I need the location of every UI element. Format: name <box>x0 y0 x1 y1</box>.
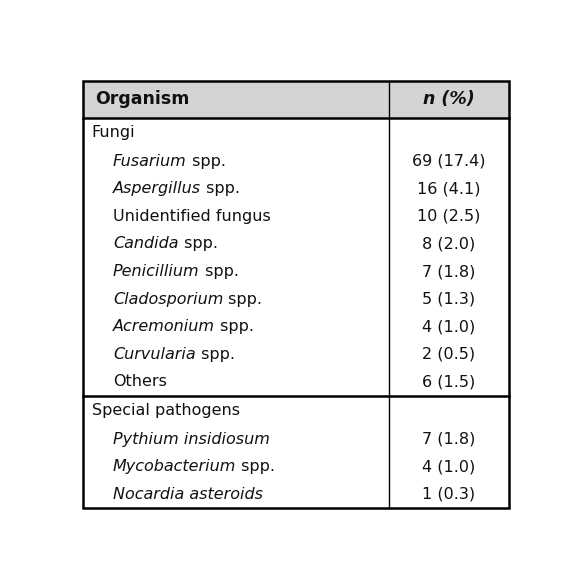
Text: 7 (1.8): 7 (1.8) <box>423 264 476 279</box>
Text: Penicillium: Penicillium <box>113 264 199 279</box>
Text: spp.: spp. <box>201 181 240 196</box>
Text: Unidentified fungus: Unidentified fungus <box>113 209 271 224</box>
Text: 16 (4.1): 16 (4.1) <box>417 181 481 196</box>
Text: spp.: spp. <box>187 154 226 169</box>
Text: 8 (2.0): 8 (2.0) <box>423 237 476 252</box>
Text: Others: Others <box>113 375 167 389</box>
Text: spp.: spp. <box>236 459 275 474</box>
Text: Organism: Organism <box>95 90 189 108</box>
Text: Special pathogens: Special pathogens <box>91 403 239 418</box>
Text: 5 (1.3): 5 (1.3) <box>423 292 476 307</box>
Text: 6 (1.5): 6 (1.5) <box>423 375 476 389</box>
Text: 7 (1.8): 7 (1.8) <box>423 432 476 447</box>
Text: 69 (17.4): 69 (17.4) <box>412 154 486 169</box>
Text: spp.: spp. <box>179 237 217 252</box>
Bar <box>83 81 509 118</box>
Text: 4 (1.0): 4 (1.0) <box>423 319 476 334</box>
Text: Fungi: Fungi <box>91 125 135 140</box>
Text: 2 (0.5): 2 (0.5) <box>423 347 476 362</box>
Text: Pythium insidiosum: Pythium insidiosum <box>113 432 270 447</box>
Text: spp.: spp. <box>215 319 254 334</box>
Text: Aspergillus: Aspergillus <box>113 181 201 196</box>
Text: 1 (0.3): 1 (0.3) <box>423 487 476 502</box>
Text: Nocardia asteroids: Nocardia asteroids <box>113 487 263 502</box>
Text: spp.: spp. <box>195 347 235 362</box>
Text: Fusarium: Fusarium <box>113 154 187 169</box>
Text: spp.: spp. <box>223 292 262 307</box>
Text: Acremonium: Acremonium <box>113 319 215 334</box>
Text: Curvularia: Curvularia <box>113 347 195 362</box>
Text: spp.: spp. <box>199 264 239 279</box>
Text: Cladosporium: Cladosporium <box>113 292 223 307</box>
Text: Mycobacterium: Mycobacterium <box>113 459 236 474</box>
Text: 4 (1.0): 4 (1.0) <box>423 459 476 474</box>
Text: n (%): n (%) <box>423 90 475 108</box>
Text: 10 (2.5): 10 (2.5) <box>417 209 481 224</box>
Text: Candida: Candida <box>113 237 179 252</box>
